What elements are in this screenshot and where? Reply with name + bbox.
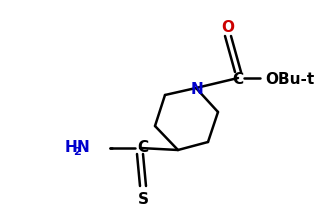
- Text: S: S: [138, 191, 148, 207]
- Text: C: C: [232, 72, 243, 87]
- Text: H: H: [64, 140, 77, 156]
- Text: N: N: [190, 82, 203, 97]
- Text: N: N: [77, 140, 89, 156]
- Text: C: C: [138, 140, 149, 156]
- Text: 2: 2: [73, 147, 81, 157]
- Text: OBu-t: OBu-t: [266, 72, 315, 87]
- Text: O: O: [221, 20, 235, 36]
